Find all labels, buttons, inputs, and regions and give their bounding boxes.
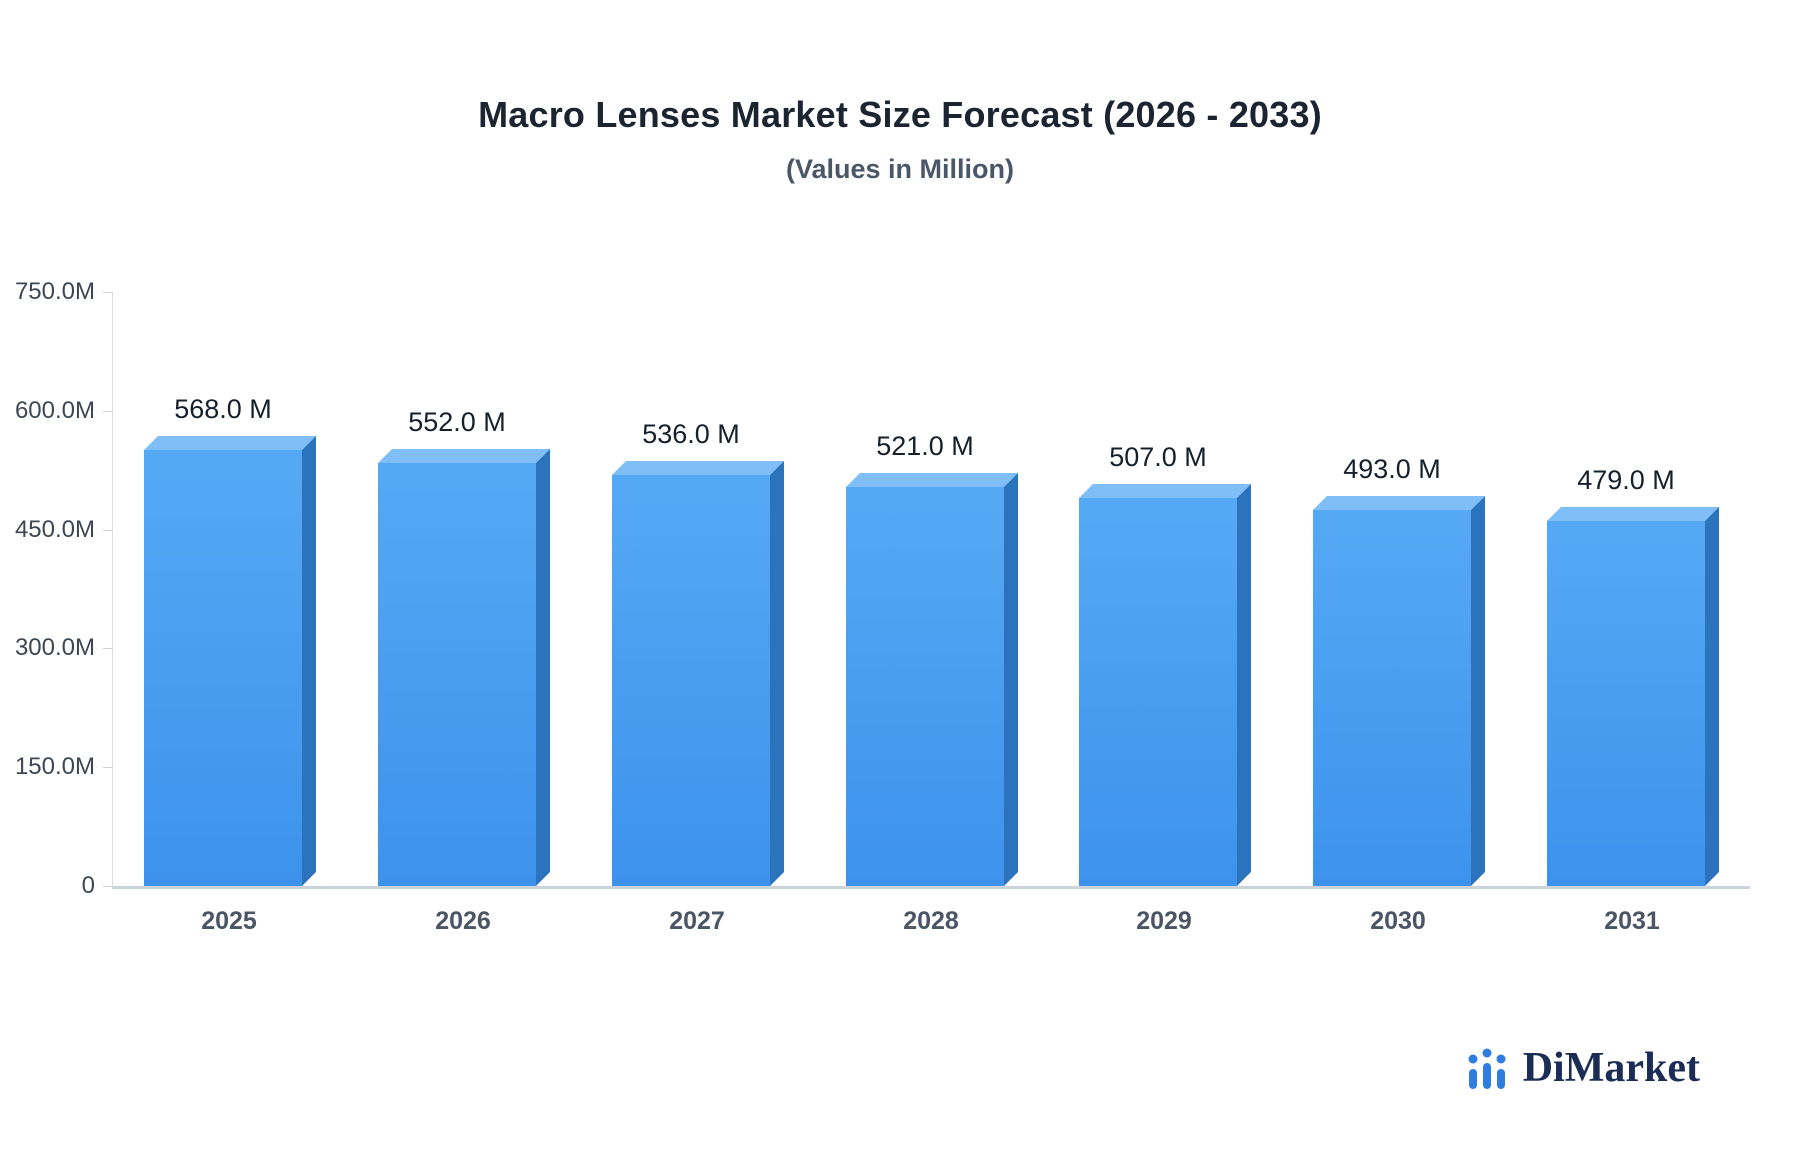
chart-title: Macro Lenses Market Size Forecast (2026 … [478,94,1322,135]
bar-side-face [1004,473,1018,886]
bar-side-face [770,461,784,886]
bar-side-face [1237,484,1251,886]
x-axis-label: 2026 [435,907,491,935]
y-axis-tick-label: 450.0M [14,515,95,543]
bar-top-face [612,461,784,475]
bar-value-label: 536.0 M [642,419,740,449]
bar-top-face [144,436,316,450]
bar-front-face [846,487,1004,886]
bar-2027: 536.0 M [612,419,784,886]
bar-side-face [536,449,550,886]
bar-front-face [612,475,770,886]
y-axis-tick-label: 600.0M [14,396,95,424]
x-axis-label: 2030 [1370,907,1426,935]
y-axis-tick-mark [103,648,113,650]
y-axis-tick-label: 750.0M [14,278,95,305]
bar-top-face [846,473,1018,487]
y-axis-tick-mark [103,292,113,293]
bar-front-face [144,450,302,886]
bar-2028: 521.0 M [846,431,1018,886]
bar-front-face [378,463,536,886]
bar-value-label: 507.0 M [1109,442,1207,472]
bar-2026: 552.0 M [378,407,550,886]
bar-side-face [302,436,316,886]
bar-front-face [1079,498,1237,886]
bar-chart: 0 150.0M 300.0M 450.0M 600.0M 750.0M 568.0 M 55… [15,278,1750,935]
bar-top-face [1547,507,1719,521]
y-axis-tick-label: 300.0M [14,634,95,662]
bar-2025: 568.0 M [144,394,316,886]
x-axis-label: 2025 [201,907,257,935]
y-axis-tick-mark [103,767,113,769]
logo: DiMarket [1465,1044,1700,1092]
bar-value-label: 521.0 M [876,431,974,461]
chart-subtitle: (Values in Million) [785,154,1015,184]
bar-side-face [1471,496,1485,886]
bar-top-face [1079,484,1251,498]
bar-value-label: 493.0 M [1343,454,1441,484]
x-axis-label: 2029 [1136,907,1192,935]
y-axis-tick-label: 150.0M [14,753,95,781]
bar-2029: 507.0 M [1079,442,1251,886]
y-axis-tick-label: 0 [81,872,95,899]
bar-top-face [378,449,550,463]
bar-front-face [1547,521,1705,886]
y-axis-tick-mark [103,529,113,531]
chart-header: Macro Lenses Market Size Forecast (2026 … [0,94,1800,185]
dimarket-bars-icon [1468,1048,1506,1089]
bar-side-face [1705,507,1719,886]
y-axis-tick-mark [103,886,113,887]
bar-value-label: 552.0 M [408,407,506,437]
bar-front-face [1313,510,1471,886]
x-axis-label: 2028 [903,907,959,935]
plot-area: 0 150.0M 300.0M 450.0M 600.0M 750.0M 568.0 M 55… [15,278,1750,899]
x-axis-label: 2031 [1604,907,1660,935]
bar-top-face [1313,496,1485,510]
bar-2030: 493.0 M [1313,454,1485,886]
bar-2031: 479.0 M [1547,465,1719,886]
bar-value-label: 479.0 M [1577,465,1675,495]
x-axis-label: 2027 [669,907,725,935]
y-axis-tick-mark [103,410,113,412]
logo-text: DiMarket [1522,1045,1700,1091]
x-axis: 2025 2026 2027 2028 2029 2030 2031 [112,889,1750,949]
bar-value-label: 568.0 M [174,394,272,424]
